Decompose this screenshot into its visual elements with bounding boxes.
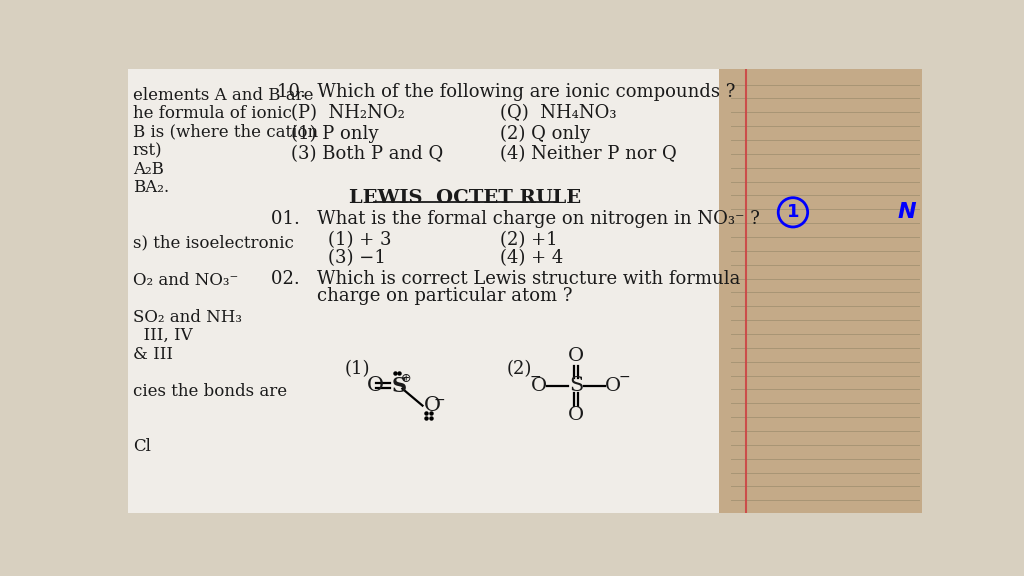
Text: ⊕: ⊕ [400,372,412,385]
Text: −: − [529,369,542,384]
Text: he formula of ionic: he formula of ionic [133,105,292,122]
Text: (3) −1: (3) −1 [328,249,386,267]
Text: (4) + 4: (4) + 4 [500,249,563,267]
Text: O₂ and NO₃⁻: O₂ and NO₃⁻ [133,272,238,289]
Text: −: − [433,392,445,407]
Text: (Q)  NH₄NO₃: (Q) NH₄NO₃ [500,104,616,123]
Text: A₂B: A₂B [133,161,164,178]
Text: 02.   Which is correct Lewis structure with formula: 02. Which is correct Lewis structure wit… [271,270,740,288]
Text: cies the bonds are: cies the bonds are [133,382,287,400]
Text: s) the isoelectronic: s) the isoelectronic [133,234,294,252]
Text: O: O [530,377,547,395]
Text: (1) P only: (1) P only [291,124,378,143]
Text: N: N [898,202,916,222]
Text: elements A and B are: elements A and B are [133,87,313,104]
Text: 10.  Which of the following are ionic compounds ?: 10. Which of the following are ionic com… [276,83,735,101]
Text: (P)  NH₂NO₂: (P) NH₂NO₂ [291,104,404,123]
Text: O: O [424,396,441,415]
Text: & III: & III [133,346,173,362]
Text: (3) Both P and Q: (3) Both P and Q [291,145,443,162]
FancyBboxPatch shape [128,69,719,513]
Text: (2): (2) [506,360,531,378]
Text: (2) +1: (2) +1 [500,231,558,249]
Text: SO₂ and NH₃: SO₂ and NH₃ [133,309,242,325]
Text: S: S [391,376,407,396]
FancyBboxPatch shape [719,69,922,513]
Text: O: O [605,377,622,395]
Text: O: O [367,376,384,395]
Text: O: O [568,347,584,365]
Text: Cl: Cl [133,438,151,455]
Text: (2) Q only: (2) Q only [500,124,590,143]
Text: rst): rst) [133,142,162,160]
Text: B is (where the cation: B is (where the cation [133,124,317,141]
Text: −: − [618,369,630,384]
Text: 01.   What is the formal charge on nitrogen in NO₃⁻ ?: 01. What is the formal charge on nitroge… [271,210,760,228]
Text: LEWIS  OCTET RULE: LEWIS OCTET RULE [349,190,582,207]
Text: (1) + 3: (1) + 3 [328,231,391,249]
Text: (4) Neither P nor Q: (4) Neither P nor Q [500,145,677,162]
Text: (1): (1) [345,360,371,378]
Text: III, IV: III, IV [133,327,193,344]
Text: O: O [568,406,584,424]
Text: S: S [568,376,583,395]
Text: 1: 1 [786,203,799,221]
Text: BA₂.: BA₂. [133,179,169,196]
Text: charge on particular atom ?: charge on particular atom ? [271,287,572,305]
